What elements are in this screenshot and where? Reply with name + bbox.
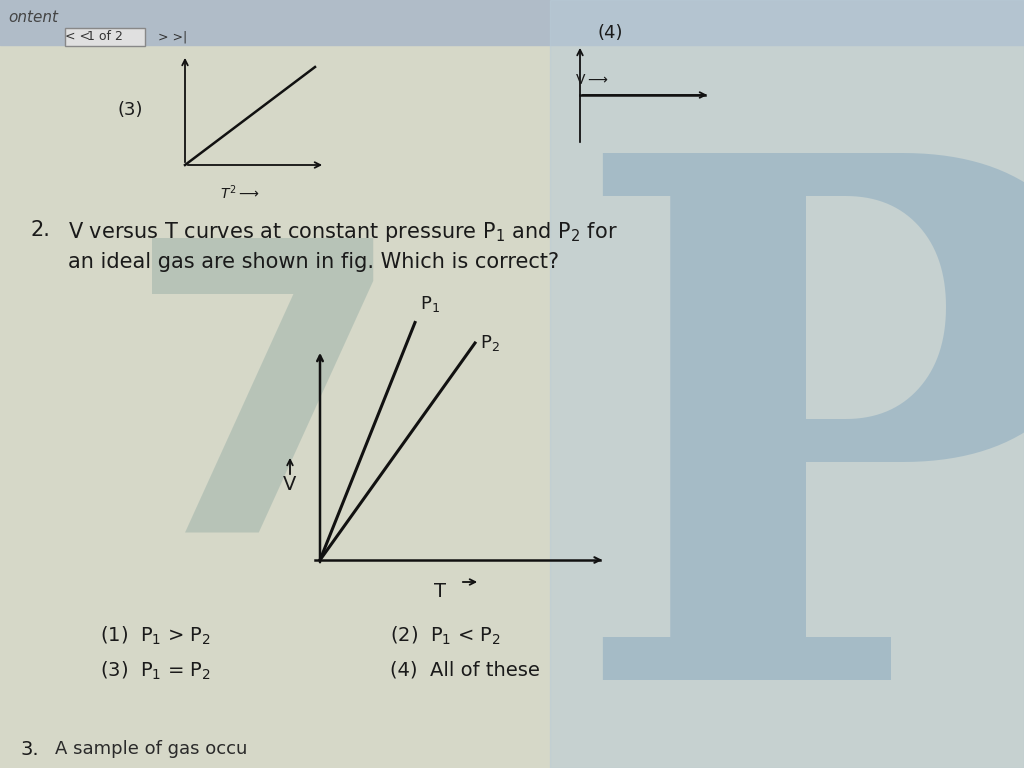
FancyBboxPatch shape	[65, 28, 145, 46]
Text: V$\longrightarrow$: V$\longrightarrow$	[575, 73, 608, 87]
Text: > >|: > >|	[158, 31, 187, 44]
Text: (4): (4)	[597, 24, 623, 42]
Text: (4)  All of these: (4) All of these	[390, 660, 540, 679]
Text: 7: 7	[125, 224, 406, 615]
Polygon shape	[550, 0, 1024, 768]
Text: ontent: ontent	[8, 11, 58, 25]
Text: P: P	[568, 131, 1024, 768]
Text: 1 of 2: 1 of 2	[87, 31, 123, 44]
Text: 2.: 2.	[30, 220, 50, 240]
Text: T: T	[434, 582, 446, 601]
Text: P$_2$: P$_2$	[480, 333, 500, 353]
Text: $T^2$$\longrightarrow$: $T^2$$\longrightarrow$	[220, 183, 260, 202]
Text: (3): (3)	[118, 101, 142, 119]
Polygon shape	[0, 0, 1024, 45]
Text: A sample of gas occu: A sample of gas occu	[55, 740, 248, 758]
Text: < <: < <	[65, 31, 90, 44]
Text: P$_1$: P$_1$	[420, 294, 440, 315]
Text: (2)  P$_1$ < P$_2$: (2) P$_1$ < P$_2$	[390, 625, 501, 647]
Text: an ideal gas are shown in fig. Which is correct?: an ideal gas are shown in fig. Which is …	[68, 252, 559, 272]
Text: (3)  P$_1$ = P$_2$: (3) P$_1$ = P$_2$	[100, 660, 211, 682]
Text: (1)  P$_1$ > P$_2$: (1) P$_1$ > P$_2$	[100, 625, 211, 647]
Text: 3.: 3.	[20, 740, 39, 759]
Text: V versus T curves at constant pressure P$_1$ and P$_2$ for: V versus T curves at constant pressure P…	[68, 220, 617, 244]
Text: V: V	[284, 475, 297, 495]
